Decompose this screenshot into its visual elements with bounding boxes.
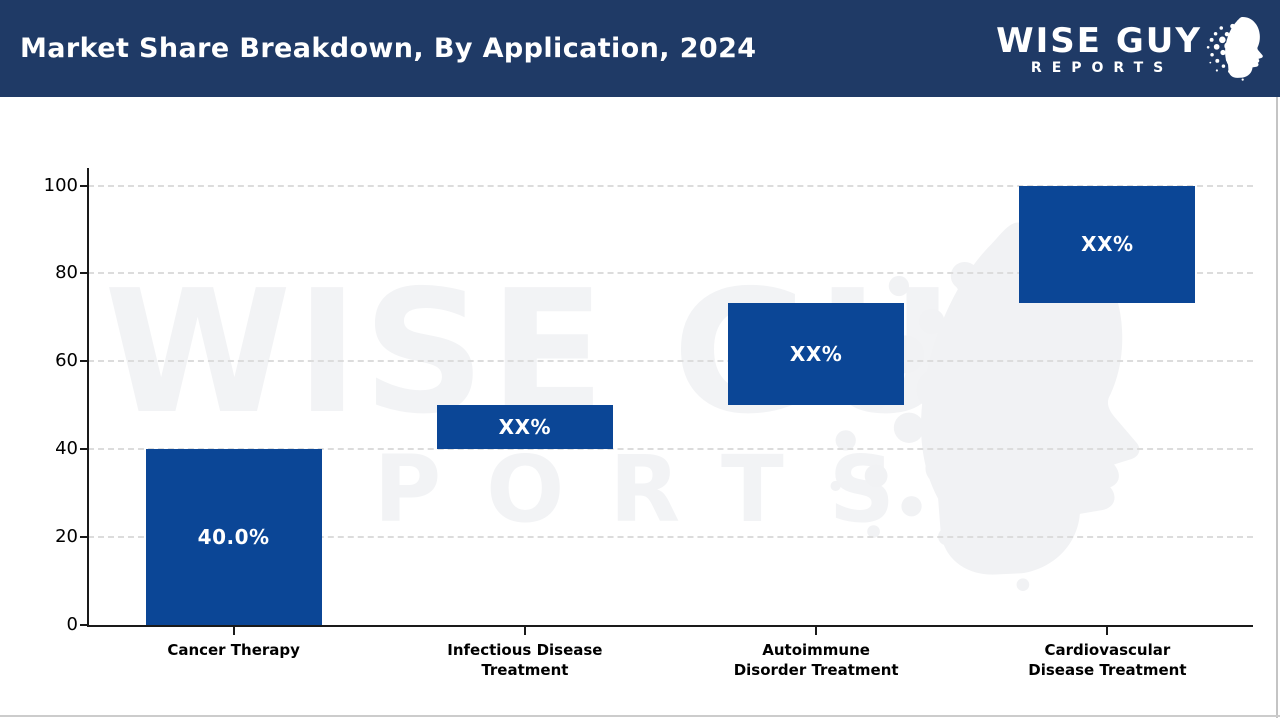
bar-1: 40.0% — [145, 449, 322, 625]
image-bottom-border — [0, 715, 1280, 717]
x-category-label: Autoimmune Disorder Treatment — [733, 641, 899, 679]
page-title: Market Share Breakdown, By Application, … — [20, 33, 757, 64]
bar-value-label: XX% — [1081, 232, 1134, 257]
y-tick-mark-60 — [80, 360, 87, 363]
x-axis-line — [87, 625, 1253, 627]
brand-logo: WISE GUY REPORTS — [996, 8, 1270, 90]
y-tick-mark-0 — [80, 624, 87, 626]
x-tick-mark-1 — [232, 627, 235, 635]
gridline-20 — [88, 536, 1253, 539]
y-tick-label-80: 80 — [55, 262, 78, 284]
y-tick-label-60: 60 — [55, 350, 78, 372]
y-tick-label-0: 0 — [66, 614, 78, 635]
gridline-80 — [88, 272, 1253, 275]
x-tick-mark-2 — [523, 627, 526, 635]
bar-value-label: XX% — [789, 342, 843, 367]
y-tick-mark-20 — [80, 536, 87, 539]
bar-4: XX% — [1019, 185, 1196, 303]
y-tick-mark-100 — [80, 184, 87, 187]
header-bar: Market Share Breakdown, By Application, … — [0, 0, 1280, 97]
bar-value-label: XX% — [498, 415, 552, 440]
x-category-label: Cardiovascular Disease Treatment — [1028, 641, 1187, 679]
y-tick-mark-40 — [80, 448, 87, 451]
bar-value-label: 40.0% — [197, 525, 270, 550]
bar-2: XX% — [436, 405, 613, 450]
logo-text: WISE GUY REPORTS — [996, 24, 1202, 75]
y-tick-label-20: 20 — [55, 526, 78, 548]
gridline-60 — [88, 360, 1253, 363]
logo-wordmark: WISE GUY — [996, 20, 1202, 61]
logo-subtext: REPORTS — [1030, 59, 1174, 76]
x-category-label: Infectious Disease Treatment — [447, 641, 603, 679]
image-right-border — [1276, 97, 1278, 718]
x-category-label: Cancer Therapy — [167, 641, 300, 659]
x-tick-mark-4 — [1106, 627, 1109, 635]
x-tick-mark-3 — [815, 627, 818, 635]
y-tick-mark-80 — [80, 272, 87, 275]
gridline-100 — [88, 184, 1253, 187]
y-axis-line — [87, 168, 89, 627]
y-tick-label-40: 40 — [55, 438, 78, 460]
bar-3: XX% — [728, 302, 905, 406]
gridline-40 — [88, 448, 1253, 451]
y-tick-label-100: 100 — [43, 174, 78, 196]
